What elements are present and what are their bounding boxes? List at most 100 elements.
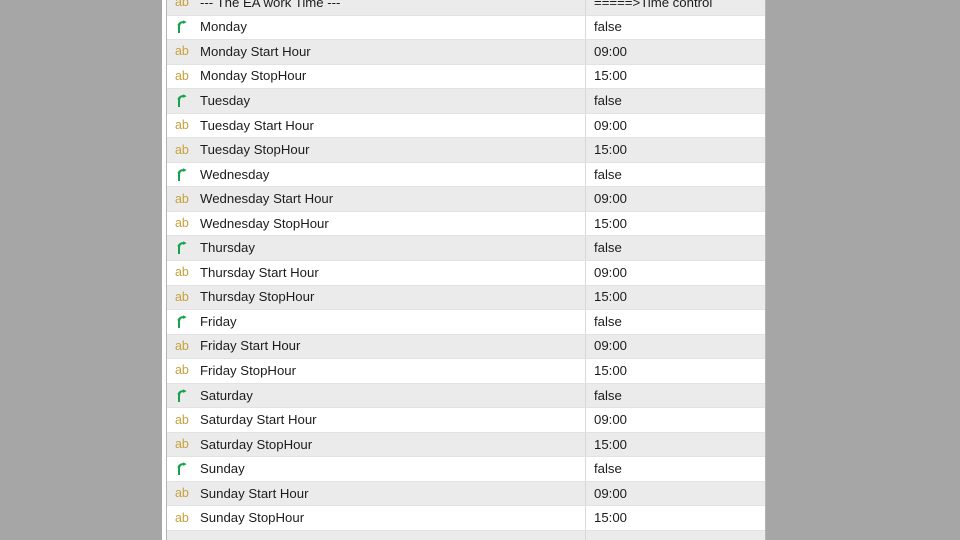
parameter-value-label: 15:00 — [594, 68, 628, 84]
parameter-value-cell[interactable]: 15:00 — [586, 433, 765, 457]
parameter-name-cell[interactable]: ab Monday StopHour — [167, 64, 586, 89]
parameter-name-label: --- The EA work Time --- — [200, 0, 341, 10]
parameter-value-cell[interactable]: 15:00 — [586, 212, 765, 236]
table-row[interactable]: ab Thursday StopHour 15:00 — [167, 285, 765, 311]
table-row[interactable]: ab Tuesday StopHour 15:00 — [167, 138, 765, 163]
parameter-value-cell[interactable]: false — [586, 16, 765, 40]
parameter-value-cell[interactable]: 15:00 — [586, 506, 765, 530]
parameter-name-label: Wednesday Start Hour — [200, 191, 334, 207]
table-row[interactable]: ab Friday Start Hour 09:00 — [167, 334, 765, 360]
parameter-name-label: Tuesday StopHour — [200, 142, 310, 158]
ab-glyph: ab — [175, 0, 189, 10]
parameter-name-cell[interactable]: ab Saturday Start Hour — [167, 408, 586, 432]
ab-string-type-icon: ab — [175, 510, 193, 526]
parameter-value-label: 15:00 — [594, 142, 628, 158]
parameter-value-cell[interactable]: 09:00 — [586, 408, 765, 432]
parameter-value-cell[interactable]: =====>Time control — [586, 0, 765, 15]
table-row[interactable]: Friday false — [167, 310, 765, 335]
parameter-value-cell[interactable]: 09:00 — [586, 187, 765, 211]
parameter-name-cell[interactable]: ab Tuesday Start Hour — [167, 113, 586, 138]
parameter-name-cell[interactable]: Wednesday — [167, 162, 586, 187]
parameter-name-cell[interactable]: ab Wednesday StopHour — [167, 211, 586, 236]
branch-arrow-bool-type-icon — [175, 388, 193, 404]
parameter-name-cell[interactable]: ab Tuesday StopHour — [167, 138, 586, 162]
ab-string-type-icon: ab — [175, 289, 193, 305]
parameter-name-cell[interactable] — [167, 531, 586, 540]
table-row[interactable]: ab Monday Start Hour 09:00 — [167, 40, 765, 65]
table-row[interactable]: Sunday false — [167, 457, 765, 482]
parameter-name-cell[interactable]: ab Monday Start Hour — [167, 40, 586, 64]
parameter-value-cell[interactable]: false — [586, 457, 765, 481]
ab-string-type-icon: ab — [175, 0, 193, 11]
table-row[interactable]: ab Tuesday Start Hour 09:00 — [167, 113, 765, 139]
ab-string-type-icon: ab — [175, 363, 193, 379]
parameter-value-label: 15:00 — [594, 436, 628, 452]
branch-arrow-bool-type-icon — [175, 167, 193, 183]
parameter-name-label: Sunday Start Hour — [200, 485, 309, 501]
parameter-name-cell[interactable]: ab Thursday StopHour — [167, 285, 586, 310]
panel-divider — [162, 0, 166, 540]
parameter-value-cell[interactable]: 09:00 — [586, 335, 765, 359]
parameter-name-cell[interactable]: ab Friday StopHour — [167, 359, 586, 383]
ab-glyph: ab — [175, 338, 189, 353]
parameter-name-label: Monday — [200, 19, 247, 35]
ab-glyph: ab — [175, 142, 189, 157]
parameter-name-cell[interactable]: ab Friday Start Hour — [167, 334, 586, 359]
table-row[interactable]: ab --- The EA work Time --- =====>Time con… — [167, 0, 765, 16]
parameter-name-cell[interactable]: Thursday — [167, 236, 586, 261]
parameter-value-label: 09:00 — [594, 191, 628, 207]
parameter-name-cell[interactable]: ab Saturday StopHour — [167, 432, 586, 457]
parameter-name-cell[interactable]: ab --- The EA work Time --- — [167, 0, 586, 15]
ab-string-type-icon: ab — [175, 412, 193, 428]
table-row[interactable]: Wednesday false — [167, 162, 765, 188]
table-row[interactable]: ab Sunday StopHour 15:00 — [167, 506, 765, 532]
parameter-name-cell[interactable]: Tuesday — [167, 89, 586, 113]
table-row[interactable]: Monday false — [167, 15, 765, 41]
table-row[interactable]: Tuesday false — [167, 89, 765, 114]
table-row[interactable]: ab Friday StopHour 15:00 — [167, 359, 765, 384]
parameter-value-cell[interactable]: 09:00 — [586, 261, 765, 285]
parameter-name-cell[interactable]: Saturday — [167, 383, 586, 408]
parameter-value-label: false — [594, 92, 622, 108]
parameter-value-label: false — [594, 387, 622, 403]
parameter-value-cell[interactable]: 09:00 — [586, 114, 765, 138]
parameter-value-label: false — [594, 461, 622, 477]
table-row[interactable]: ab Monday StopHour 15:00 — [167, 64, 765, 90]
parameter-value-cell[interactable]: 15:00 — [586, 359, 765, 383]
ab-glyph: ab — [175, 265, 189, 280]
table-row[interactable]: Thursday false — [167, 236, 765, 262]
table-row[interactable]: ab Saturday Start Hour 09:00 — [167, 408, 765, 433]
parameter-value-cell[interactable] — [586, 531, 765, 540]
parameter-name-cell[interactable]: ab Thursday Start Hour — [167, 261, 586, 285]
ea-inputs-parameter-table[interactable]: ab --- The EA work Time --- =====>Time con… — [166, 0, 766, 540]
parameter-name-label: Friday Start Hour — [200, 338, 301, 354]
parameter-value-cell[interactable]: 15:00 — [586, 286, 765, 310]
parameter-name-cell[interactable]: ab Wednesday Start Hour — [167, 187, 586, 211]
table-row[interactable]: Saturday false — [167, 383, 765, 409]
parameter-value-label: 09:00 — [594, 264, 628, 280]
table-row[interactable]: ab Thursday Start Hour 09:00 — [167, 261, 765, 286]
parameter-name-cell[interactable]: ab Sunday Start Hour — [167, 481, 586, 506]
ab-string-type-icon: ab — [175, 118, 193, 134]
parameter-name-cell[interactable]: Monday — [167, 15, 586, 40]
parameter-name-cell[interactable]: Friday — [167, 310, 586, 334]
parameter-value-cell[interactable]: 15:00 — [586, 138, 765, 162]
parameter-value-cell[interactable]: false — [586, 163, 765, 187]
table-row[interactable] — [167, 531, 765, 540]
parameter-name-label: Saturday Start Hour — [200, 412, 317, 428]
parameter-value-cell[interactable]: false — [586, 236, 765, 260]
parameter-value-cell[interactable]: 09:00 — [586, 40, 765, 64]
table-row[interactable]: ab Sunday Start Hour 09:00 — [167, 481, 765, 507]
parameter-value-cell[interactable]: 15:00 — [586, 65, 765, 89]
parameter-value-label: 15:00 — [594, 510, 628, 526]
parameter-name-cell[interactable]: Sunday — [167, 457, 586, 481]
parameter-value-cell[interactable]: false — [586, 310, 765, 334]
table-row[interactable]: ab Wednesday Start Hour 09:00 — [167, 187, 765, 212]
table-row[interactable]: ab Wednesday StopHour 15:00 — [167, 211, 765, 237]
parameter-value-cell[interactable]: false — [586, 89, 765, 113]
parameter-value-cell[interactable]: 09:00 — [586, 482, 765, 506]
parameter-name-label: Friday — [200, 313, 237, 329]
table-row[interactable]: ab Saturday StopHour 15:00 — [167, 432, 765, 458]
parameter-name-cell[interactable]: ab Sunday StopHour — [167, 506, 586, 531]
parameter-value-cell[interactable]: false — [586, 384, 765, 408]
